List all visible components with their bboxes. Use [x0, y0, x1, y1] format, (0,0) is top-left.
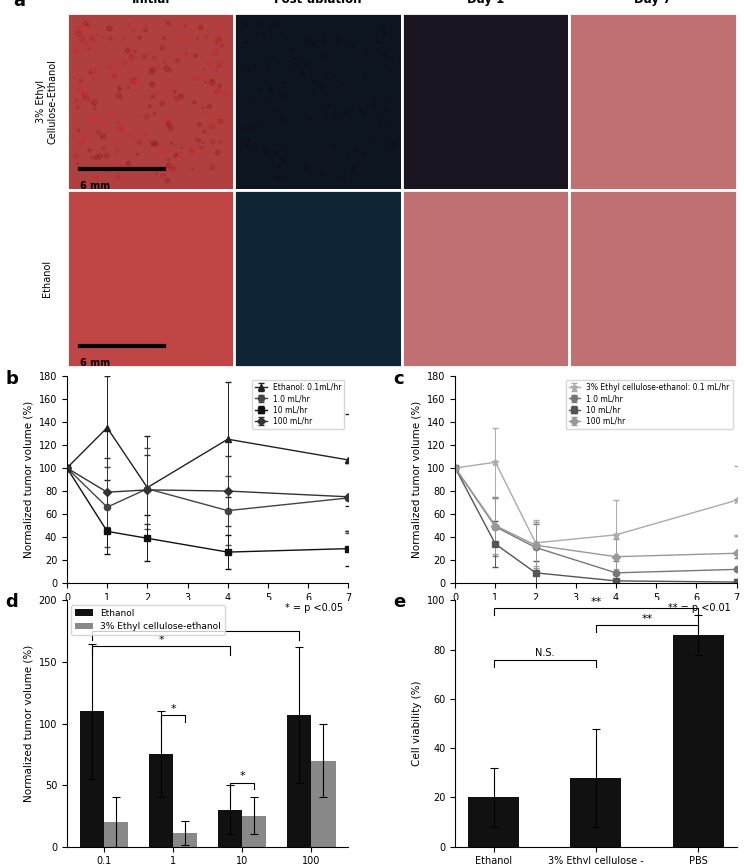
- Text: *: *: [170, 704, 176, 714]
- Bar: [234, 13, 402, 190]
- Y-axis label: Normalized tumor volume (%): Normalized tumor volume (%): [411, 401, 421, 558]
- Bar: [243, 816, 266, 847]
- Text: c: c: [394, 370, 404, 388]
- Text: **: **: [590, 597, 601, 607]
- Text: 6 mm: 6 mm: [80, 359, 110, 368]
- Bar: [173, 833, 197, 847]
- Text: Ethanol: Ethanol: [42, 260, 52, 297]
- Text: 6 mm: 6 mm: [80, 181, 110, 191]
- Bar: [468, 797, 519, 847]
- Legend: 3% Ethyl cellulose-ethanol: 0.1 mL/hr, 1.0 mL/hr, 10 mL/hr, 100 mL/hr: 3% Ethyl cellulose-ethanol: 0.1 mL/hr, 1…: [565, 379, 733, 429]
- Legend: Ethanol: 0.1mL/hr, 1.0 mL/hr, 10 mL/hr, 100 mL/hr: Ethanol: 0.1mL/hr, 1.0 mL/hr, 10 mL/hr, …: [252, 379, 344, 429]
- Bar: [569, 190, 737, 367]
- Bar: [569, 13, 737, 190]
- Bar: [287, 715, 311, 847]
- Text: Initial: Initial: [132, 0, 170, 6]
- Bar: [402, 190, 569, 367]
- Bar: [571, 778, 621, 847]
- Bar: [67, 13, 234, 190]
- Text: Day 7: Day 7: [634, 0, 672, 6]
- Text: * = p <0.05: * = p <0.05: [284, 603, 343, 613]
- Legend: Ethanol, 3% Ethyl cellulose-ethanol: Ethanol, 3% Ethyl cellulose-ethanol: [71, 605, 225, 635]
- Text: Post-ablation: Post-ablation: [274, 0, 362, 6]
- Text: 3% Ethyl
Cellulose-Ethanol: 3% Ethyl Cellulose-Ethanol: [36, 59, 58, 144]
- Bar: [80, 711, 104, 847]
- Bar: [218, 810, 243, 847]
- Bar: [402, 13, 569, 190]
- Y-axis label: Normalized tumor volume (%): Normalized tumor volume (%): [23, 401, 33, 558]
- Text: *: *: [158, 635, 164, 645]
- Bar: [67, 190, 234, 367]
- Text: N.S.: N.S.: [535, 648, 554, 658]
- Text: a: a: [13, 0, 25, 10]
- Bar: [234, 190, 402, 367]
- Text: Day 1: Day 1: [466, 0, 504, 6]
- Text: **: **: [641, 614, 652, 624]
- Text: b: b: [5, 370, 18, 388]
- Y-axis label: Cell viability (%): Cell viability (%): [411, 681, 422, 766]
- Bar: [104, 823, 128, 847]
- Text: ** = p <0.01: ** = p <0.01: [668, 603, 731, 613]
- X-axis label: Days post-ablation: Days post-ablation: [155, 608, 260, 619]
- Text: d: d: [5, 593, 18, 611]
- Bar: [311, 760, 336, 847]
- Bar: [149, 754, 173, 847]
- Bar: [673, 635, 724, 847]
- Y-axis label: Normalized tumor volume (%): Normalized tumor volume (%): [23, 645, 33, 803]
- Text: *: *: [193, 620, 199, 630]
- X-axis label: Days post-ablation: Days post-ablation: [544, 608, 648, 619]
- Text: *: *: [240, 772, 245, 781]
- Text: e: e: [394, 593, 405, 611]
